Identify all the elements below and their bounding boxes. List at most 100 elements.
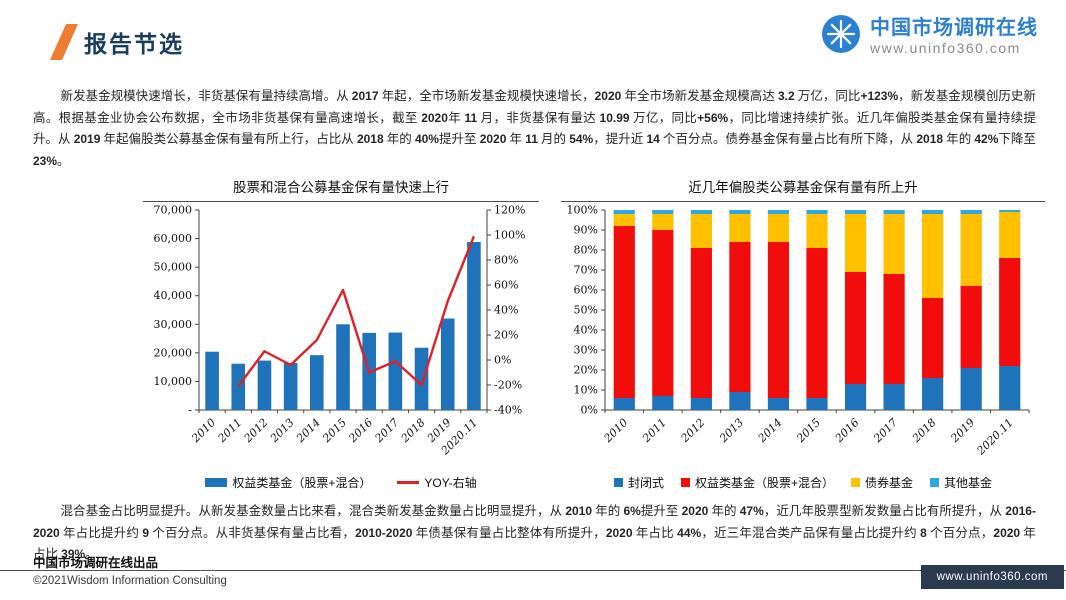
footer-url-text: www.uninfo360.com	[936, 571, 1048, 583]
legend-label: 封闭式	[627, 476, 664, 490]
stack-segment	[767, 398, 790, 410]
svg-text:2019: 2019	[948, 416, 978, 446]
svg-text:50,000: 50,000	[154, 261, 193, 274]
svg-text:2013: 2013	[267, 416, 297, 446]
stack-segment	[960, 214, 982, 286]
legend-line-icon	[397, 481, 420, 484]
svg-text:50%: 50%	[574, 304, 598, 317]
legend-label: 权益类基金（股票+混合）	[694, 476, 834, 490]
legend-item: 权益类基金（股票+混合）	[205, 474, 371, 491]
page-title: 报告节选	[84, 31, 184, 57]
stack-segment	[767, 242, 790, 398]
stack-segment	[806, 398, 828, 410]
stack-segment	[883, 214, 905, 274]
stack-segment	[729, 214, 751, 242]
bar	[231, 363, 246, 410]
bar	[257, 360, 272, 410]
stack-segment	[652, 210, 674, 214]
bar	[283, 362, 298, 410]
svg-text:80%: 80%	[574, 244, 598, 257]
legend-item: 债券基金	[851, 474, 913, 491]
combo-chart-legend: 权益类基金（股票+混合） YOY-右轴	[143, 474, 539, 491]
legend-label: 权益类基金（股票+混合）	[232, 476, 372, 490]
bar	[414, 347, 429, 410]
svg-text:0%: 0%	[581, 404, 598, 417]
stack-segment	[729, 210, 751, 214]
snowflake-icon	[821, 14, 861, 59]
svg-text:20,000: 20,000	[154, 346, 193, 359]
footer-divider	[0, 570, 1066, 571]
stack-segment	[960, 210, 982, 214]
footer-copyright: ©2021Wisdom Information Consulting	[33, 575, 227, 587]
stacked-chart-legend: 封闭式 权益类基金（股票+混合） 债券基金 其他基金	[561, 474, 1045, 491]
svg-text:40,000: 40,000	[154, 289, 193, 302]
svg-text:100%: 100%	[567, 204, 598, 217]
svg-text:2014: 2014	[293, 416, 323, 446]
brand-logo[interactable]: 中国市场调研在线 www.uninfo360.com	[821, 14, 1038, 59]
stack-segment	[883, 384, 905, 410]
legend-item: 其他基金	[930, 474, 992, 491]
svg-text:80%: 80%	[494, 254, 518, 267]
bar	[205, 351, 219, 410]
stack-segment	[652, 230, 674, 396]
stacked-chart-title: 近几年偏股类公募基金保有量有所上升	[561, 176, 1045, 202]
svg-text:70,000: 70,000	[154, 204, 193, 217]
yoy-line	[237, 235, 476, 387]
stack-segment	[999, 210, 1021, 212]
stack-segment	[613, 226, 635, 398]
legend-bar-icon	[205, 478, 228, 487]
svg-text:60%: 60%	[574, 284, 598, 297]
paragraph-top: 新发基金规模快速增长，非货基保有量持续高增。从 2017 年起，全市场新发基金规…	[33, 89, 1036, 168]
svg-text:2012: 2012	[241, 416, 271, 446]
svg-text:2016: 2016	[346, 416, 376, 446]
svg-text:120%: 120%	[494, 204, 525, 217]
stacked-chart: 近几年偏股类公募基金保有量有所上升 0% 10% 20% 30% 40% 50% 60% 70…	[561, 176, 1045, 491]
footer: 中国市场调研在线出品 ©2021Wisdom Information Consu…	[0, 552, 1066, 600]
stack-segment	[844, 272, 867, 384]
brand-text: 中国市场调研在线 www.uninfo360.com	[870, 17, 1038, 56]
stack-segment	[922, 210, 944, 214]
bar	[467, 242, 481, 410]
brand-name: 中国市场调研在线	[870, 16, 1038, 39]
svg-text:30%: 30%	[574, 344, 598, 357]
combo-chart-title: 股票和混合公募基金保有量快速上行	[143, 176, 539, 202]
svg-text:10,000: 10,000	[154, 375, 193, 388]
combo-chart-plot: - 10,000 20,000 30,000 40,000 50,000 60,000 70,…	[154, 204, 526, 459]
stack-segment	[690, 214, 712, 248]
legend-square-icon	[930, 478, 940, 487]
stack-segment	[690, 210, 712, 214]
stack-segment	[767, 210, 790, 214]
legend-square-icon	[613, 478, 623, 487]
stack-segment	[999, 258, 1021, 366]
svg-text:2010: 2010	[189, 416, 219, 446]
legend-square-icon	[851, 478, 860, 487]
svg-text:60%: 60%	[494, 279, 518, 292]
stack-segment	[767, 214, 790, 242]
stack-segment	[729, 242, 751, 392]
bar	[388, 332, 403, 410]
svg-text:90%: 90%	[574, 224, 598, 237]
charts-row: 股票和混合公募基金保有量快速上行 - 10,000 20,000 30,000 40,0…	[143, 176, 1066, 491]
svg-text:2012: 2012	[678, 416, 708, 446]
svg-text:2017: 2017	[372, 416, 402, 446]
svg-text:2010: 2010	[601, 416, 631, 446]
svg-text:-: -	[188, 404, 192, 417]
stack-segment	[806, 210, 828, 214]
stack-segment	[922, 378, 944, 410]
stack-segment	[883, 210, 905, 214]
brand-url-link[interactable]: www.uninfo360.com	[870, 39, 1021, 56]
legend-square-icon	[680, 478, 690, 487]
slash-accent-icon	[49, 24, 79, 60]
stack-segment	[922, 298, 944, 378]
bar	[440, 318, 455, 410]
stack-segment	[999, 366, 1021, 410]
stack-segment	[883, 274, 905, 384]
svg-text:2018: 2018	[398, 416, 428, 446]
svg-text:2011: 2011	[215, 416, 245, 446]
svg-text:2013: 2013	[716, 416, 746, 446]
stack-segment	[922, 214, 944, 298]
stack-segment	[960, 368, 982, 410]
footer-producer: 中国市场调研在线出品	[33, 556, 159, 570]
footer-url-link[interactable]: www.uninfo360.com	[920, 565, 1064, 589]
